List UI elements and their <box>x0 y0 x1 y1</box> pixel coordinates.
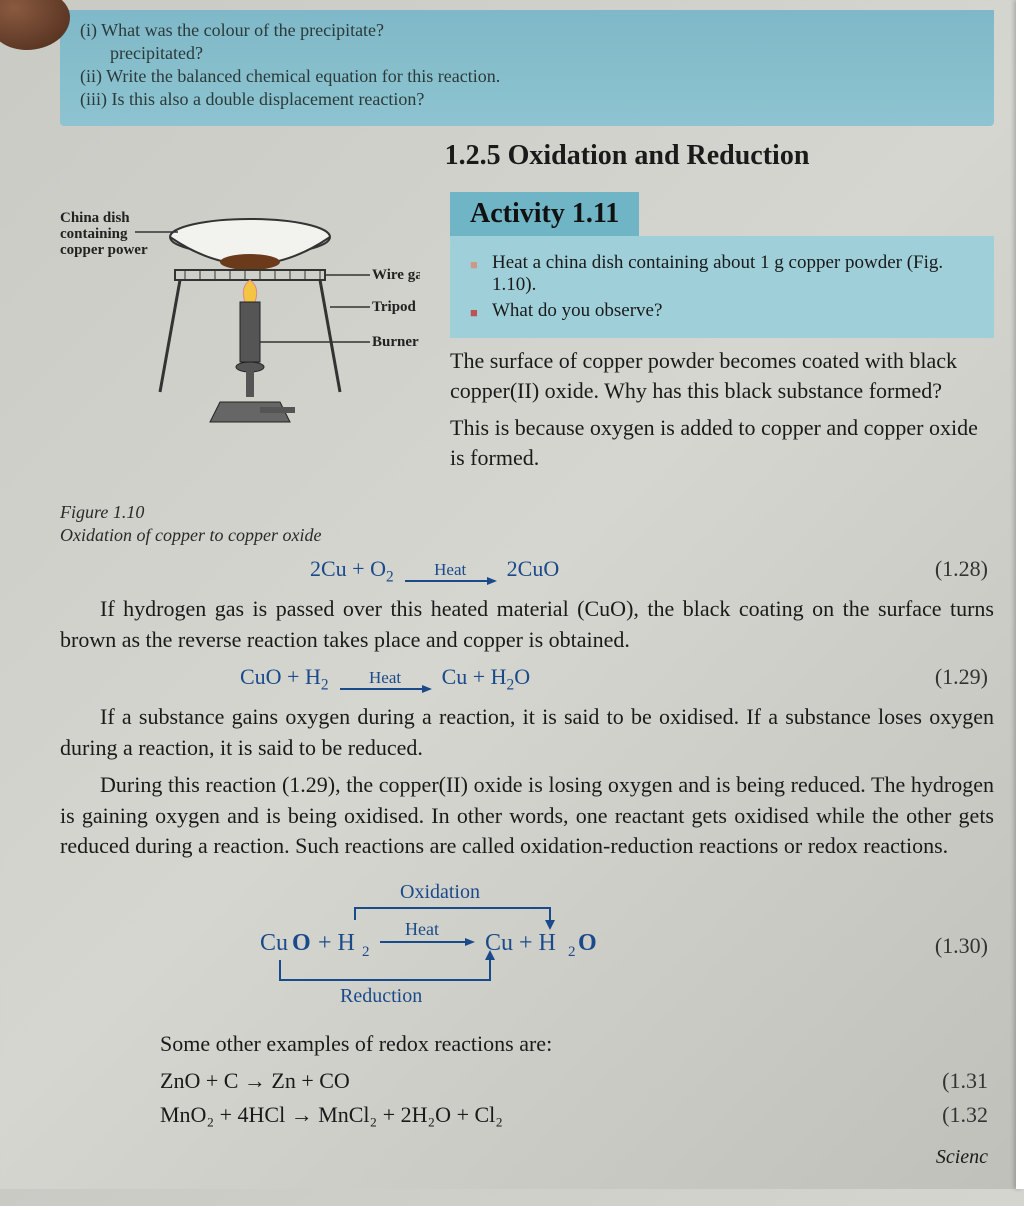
svg-text:containing: containing <box>60 226 128 242</box>
paragraph-1: The surface of copper powder becomes coa… <box>450 346 994 405</box>
svg-text:Cu: Cu <box>260 930 288 956</box>
oxidation-label: Oxidation <box>400 881 480 903</box>
reduction-label: Reduction <box>340 985 422 1007</box>
svg-text:copper power: copper power <box>60 242 148 258</box>
svg-text:+ H: + H <box>318 930 355 956</box>
svg-text:O: O <box>292 930 311 956</box>
label-burner: Burner <box>372 334 419 350</box>
equation-1-num: (1.28) <box>935 556 994 582</box>
activity-item-1: Heat a china dish containing about 1 g c… <box>492 252 978 296</box>
paragraph-3: If hydrogen gas is passed over this heat… <box>60 594 994 656</box>
svg-text:O: O <box>578 930 597 956</box>
equation-2: CuO + H2 Heat Cu + H2O <box>240 664 935 694</box>
question-i-sub: precipitated? <box>110 43 974 64</box>
label-tripod: Tripod stand <box>372 299 420 315</box>
figure-apparatus: China dish containing copper power Wire … <box>60 192 420 492</box>
section-heading: 1.2.5 Oxidation and Reduction <box>260 140 994 172</box>
equation-2-num: (1.29) <box>935 664 994 690</box>
figure-caption: Figure 1.10 Oxidation of copper to coppe… <box>60 501 430 548</box>
example-eq-2-num: (1.32 <box>942 1102 994 1128</box>
equation-3-num: (1.30) <box>935 933 994 959</box>
examples-intro: Some other examples of redox reactions a… <box>160 1029 994 1060</box>
paragraph-4: If a substance gains oxygen during a rea… <box>60 702 994 764</box>
question-ii: (ii) Write the balanced chemical equatio… <box>80 66 974 87</box>
svg-text:Cu + H: Cu + H <box>485 930 556 956</box>
paragraph-2: This is because oxygen is added to coppe… <box>450 413 994 472</box>
activity-item-2: What do you observe? <box>492 300 978 322</box>
equation-1: 2Cu + O2 Heat 2CuO <box>310 556 935 586</box>
label-gauze: Wire gauze <box>372 267 420 283</box>
example-eq-1: ZnO + C → Zn + CO <box>160 1068 942 1094</box>
figure-text: Oxidation of copper to copper oxide <box>60 525 321 545</box>
figure-number: Figure 1.10 <box>60 502 144 522</box>
example-eq-2: MnO₂ + 4HCl → MnCl₂ + 2H₂O + Cl₂ <box>160 1102 942 1128</box>
page-footer: Scienc <box>60 1146 994 1169</box>
svg-text:China dish: China dish <box>60 210 130 226</box>
example-eq-1-num: (1.31 <box>942 1068 994 1094</box>
svg-text:Heat: Heat <box>405 919 439 939</box>
question-iii: (iii) Is this also a double displacement… <box>80 89 974 110</box>
svg-text:2: 2 <box>362 944 370 960</box>
question-i: (i) What was the colour of the precipita… <box>80 20 974 41</box>
paragraph-5: During this reaction (1.29), the copper(… <box>60 770 994 862</box>
question-box: (i) What was the colour of the precipita… <box>60 10 994 126</box>
textbook-page: (i) What was the colour of the precipita… <box>0 0 1024 1189</box>
activity-title: Activity 1.11 <box>450 192 639 236</box>
redox-diagram: Oxidation Cu O + H 2 Heat Cu + H 2 O Red… <box>240 880 935 1015</box>
svg-text:2: 2 <box>568 944 576 960</box>
activity-body: Heat a china dish containing about 1 g c… <box>450 236 994 338</box>
